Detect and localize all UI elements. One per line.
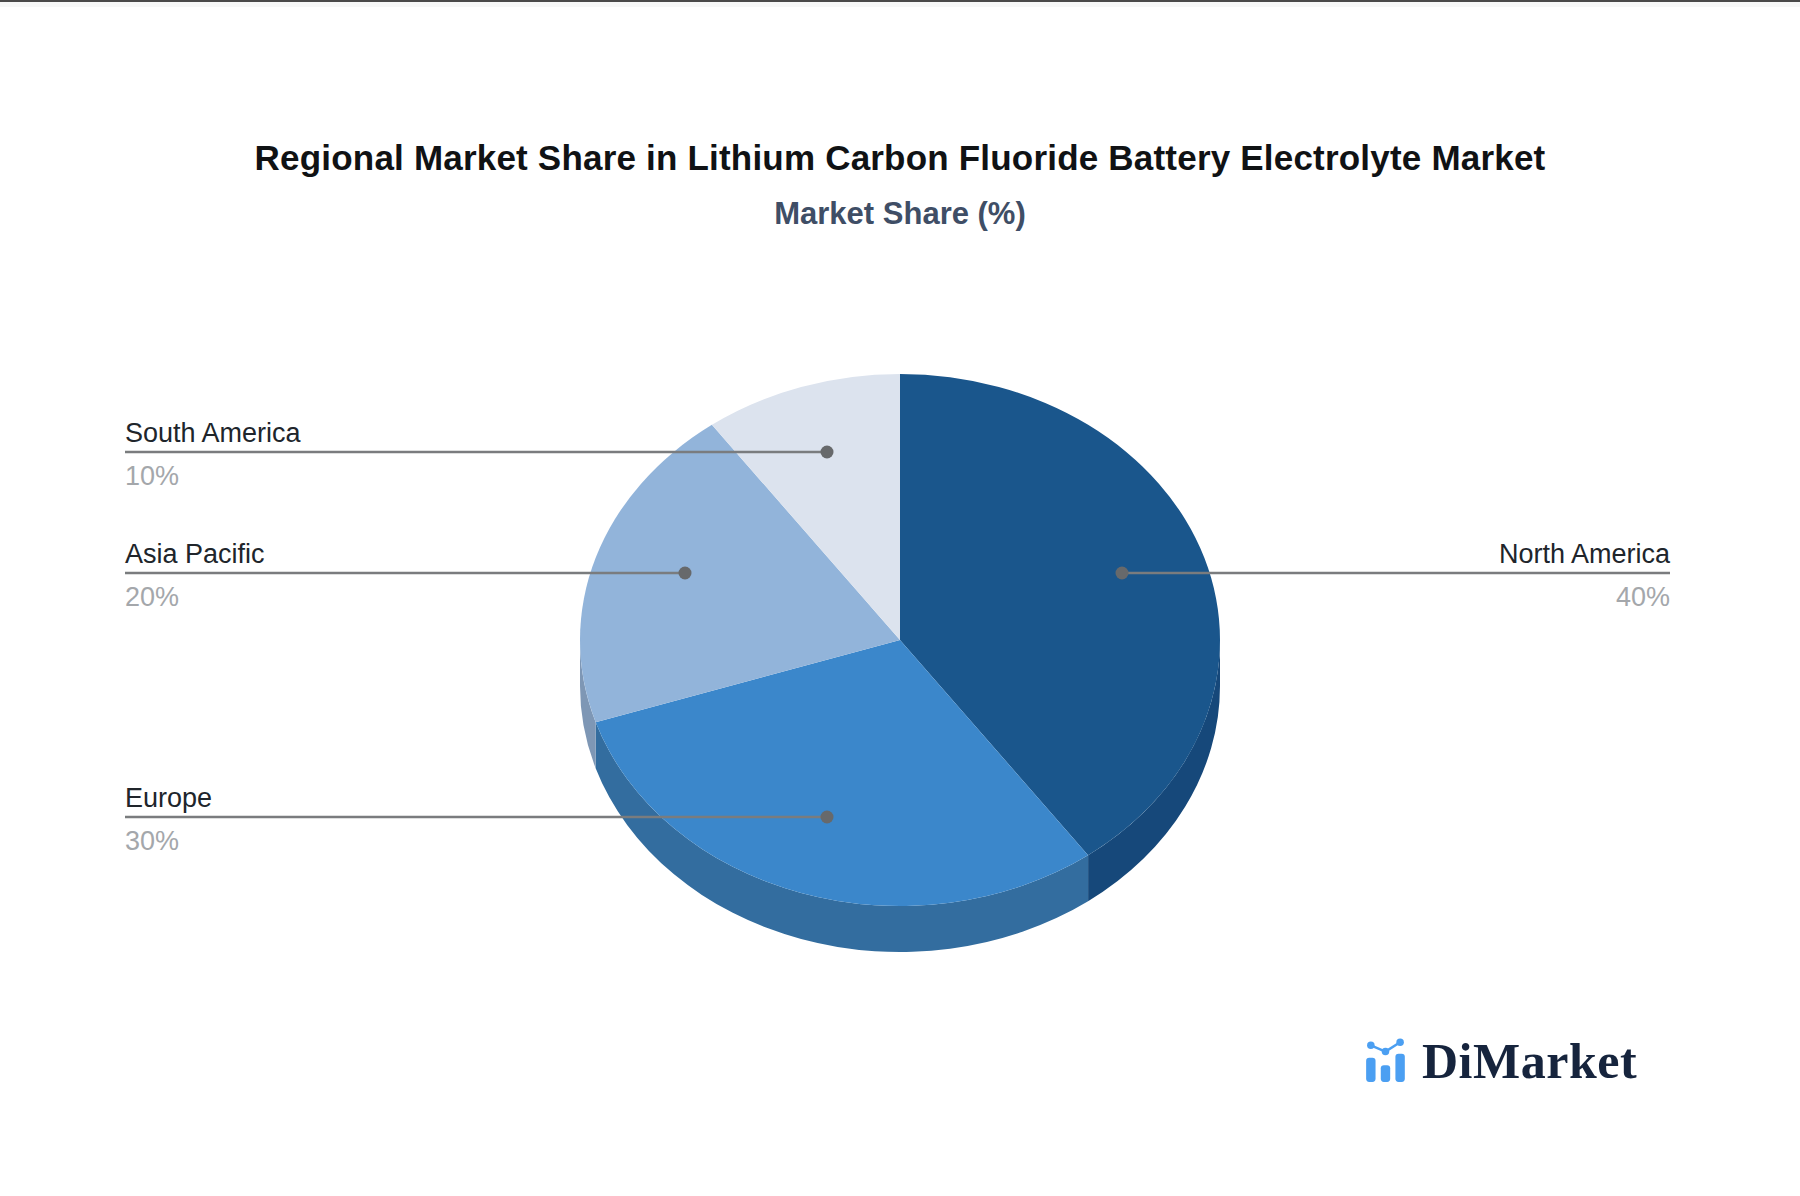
logo-dot — [1396, 1038, 1404, 1046]
logo-bar — [1366, 1058, 1375, 1082]
leader-dot-north-america — [1116, 567, 1129, 580]
logo-bar — [1395, 1054, 1404, 1082]
pie-chart — [0, 0, 1800, 1196]
brand-logo: DiMarket — [1363, 1036, 1637, 1086]
logo-dot — [1367, 1042, 1375, 1050]
logo-bar — [1381, 1065, 1390, 1082]
pie-label-south-america: South America — [125, 419, 301, 449]
bar-chart-logo-icon — [1363, 1038, 1409, 1084]
pie-label-asia-pacific: Asia Pacific — [125, 540, 265, 570]
leader-dot-asia-pacific — [679, 567, 692, 580]
pie-label-europe: Europe — [125, 784, 212, 814]
pie-value-south-america: 10% — [125, 462, 179, 492]
chart-canvas: Regional Market Share in Lithium Carbon … — [0, 0, 1800, 1196]
pie-value-asia-pacific: 20% — [125, 583, 179, 613]
pie-label-north-america: North America — [1499, 540, 1670, 570]
pie-slices — [580, 374, 1220, 906]
brand-name: DiMarket — [1422, 1036, 1637, 1086]
pie-value-europe: 30% — [125, 827, 179, 857]
leader-dot-south-america — [821, 446, 834, 459]
pie-value-north-america: 40% — [1616, 583, 1670, 613]
leader-dot-europe — [821, 811, 834, 824]
logo-dot — [1382, 1048, 1390, 1056]
